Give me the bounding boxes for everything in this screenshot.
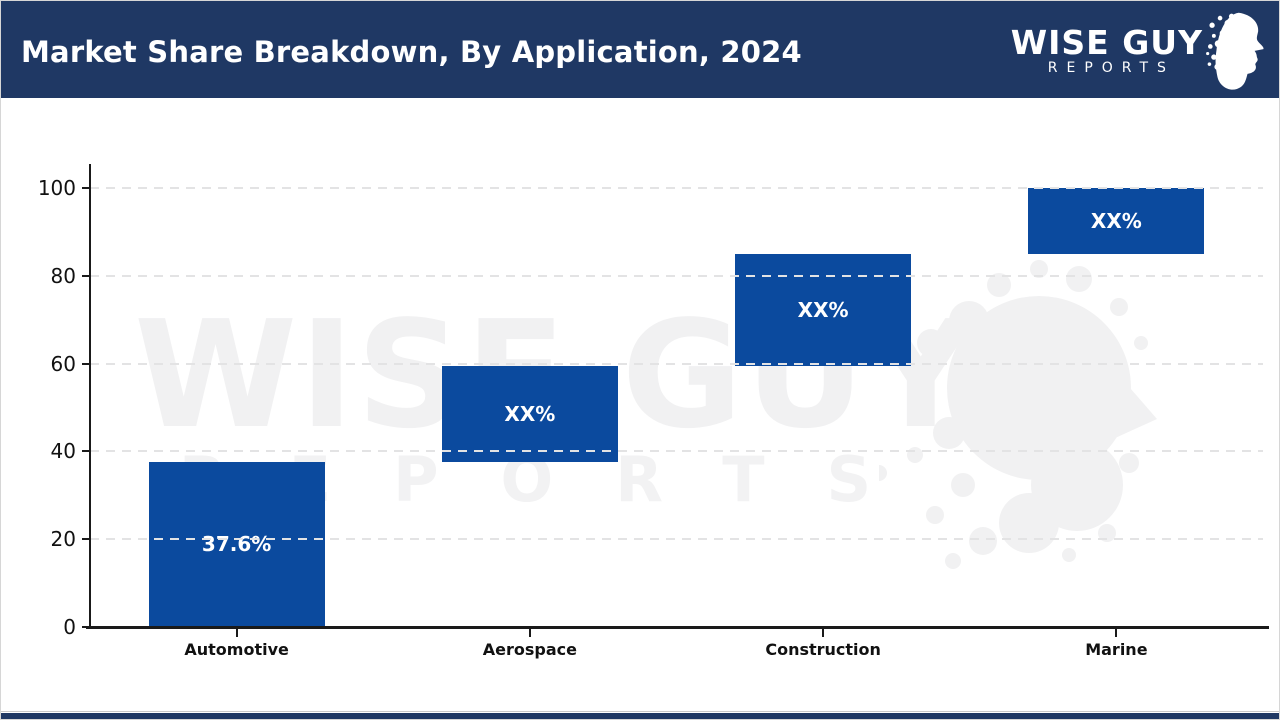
footer-bar bbox=[1, 713, 1279, 719]
x-category-label-marine: Marine bbox=[1085, 640, 1148, 659]
bar-aerospace: XX% bbox=[441, 366, 618, 462]
header-bar: Market Share Breakdown, By Application, … bbox=[1, 1, 1279, 98]
plot-area: 0 20 40 60 80 100 37.6% Automotive XX% Aerospace X… bbox=[38, 178, 1263, 659]
x-category-label-construction: Construction bbox=[765, 640, 881, 659]
logo-face-icon bbox=[1206, 12, 1264, 90]
y-tick-label: 80 bbox=[50, 263, 76, 288]
x-tick-mark bbox=[822, 629, 825, 637]
x-tick-mark bbox=[235, 629, 238, 637]
gridline-40 bbox=[90, 450, 1263, 453]
page-title: Market Share Breakdown, By Application, … bbox=[21, 35, 802, 69]
x-tick-mark bbox=[528, 629, 531, 637]
bar-value-label: 37.6% bbox=[201, 532, 272, 557]
x-category-label-automotive: Automotive bbox=[184, 640, 289, 659]
bar-construction: XX% bbox=[735, 254, 912, 367]
y-tick-mark bbox=[82, 274, 89, 277]
logo-wordmark-line2: REPORTS bbox=[1047, 60, 1175, 77]
bar-value-label: XX% bbox=[1090, 209, 1142, 234]
y-tick-label: 60 bbox=[50, 351, 76, 376]
wise-guy-logo: WISE GUY REPORTS bbox=[1011, 7, 1267, 93]
y-tick-label: 40 bbox=[50, 439, 76, 464]
watermark-face-icon bbox=[879, 260, 1157, 569]
gridline-100 bbox=[90, 187, 1263, 189]
y-tick-mark bbox=[82, 450, 89, 453]
x-tick-mark bbox=[1115, 629, 1118, 637]
y-tick-label: 20 bbox=[50, 527, 76, 552]
y-tick-mark bbox=[82, 626, 89, 628]
y-tick-mark bbox=[82, 538, 89, 541]
y-axis-line bbox=[89, 164, 91, 628]
y-tick-mark bbox=[82, 362, 89, 365]
bar-marine: XX% bbox=[1028, 188, 1205, 255]
gridline-80 bbox=[90, 274, 1263, 277]
chart-region: WISE GUY REPORTS 0 20 40 60 80 100 37.6% Automo… bbox=[1, 98, 1279, 712]
y-tick-label: 0 bbox=[63, 615, 76, 639]
bar-value-label: XX% bbox=[797, 298, 849, 323]
x-category-label-aerospace: Aerospace bbox=[482, 640, 577, 659]
gridline-60 bbox=[90, 362, 1263, 365]
gridline-20 bbox=[90, 538, 1263, 541]
x-axis-line bbox=[86, 626, 1269, 629]
y-tick-mark bbox=[82, 187, 89, 189]
bar-value-label: XX% bbox=[504, 402, 556, 427]
logo-wordmark-line1: WISE GUY bbox=[1010, 22, 1203, 62]
bar-automotive: 37.6% bbox=[148, 461, 325, 627]
y-tick-label: 100 bbox=[37, 176, 76, 200]
logo-wordmark: WISE GUY REPORTS bbox=[1010, 22, 1203, 77]
